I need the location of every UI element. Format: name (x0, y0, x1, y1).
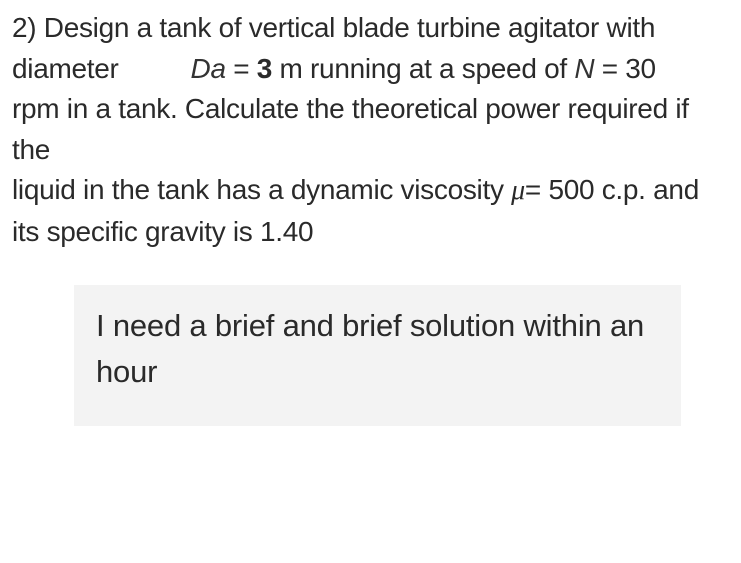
equals1: = (226, 53, 257, 84)
problem-line2-prefix: diameter (12, 53, 119, 84)
mu-value: 500 c.p. (548, 174, 645, 205)
problem-line1: 2) Design a tank of vertical blade turbi… (12, 12, 655, 43)
n-value: 30 (625, 53, 656, 84)
problem-line2-suffix: m running at a speed of (272, 53, 574, 84)
problem-line3: rpm in a tank. Calculate the theoretical… (12, 93, 689, 165)
problem-text: 2) Design a tank of vertical blade turbi… (12, 8, 729, 253)
equals2: = (594, 53, 625, 84)
problem-line4-prefix: liquid in the tank has a dynamic viscosi… (12, 174, 511, 205)
note-container: I need a brief and brief solution within… (74, 285, 681, 426)
problem-line4-suffix: and (646, 174, 699, 205)
problem-line5: its specific gravity is 1.40 (12, 216, 313, 247)
da-label: Da (191, 53, 226, 84)
da-value: 3 (257, 53, 272, 84)
n-label: N (574, 53, 594, 84)
mu-equals: = (525, 174, 549, 205)
note-text: I need a brief and brief solution within… (96, 303, 659, 396)
mu-symbol: μ (511, 175, 525, 206)
